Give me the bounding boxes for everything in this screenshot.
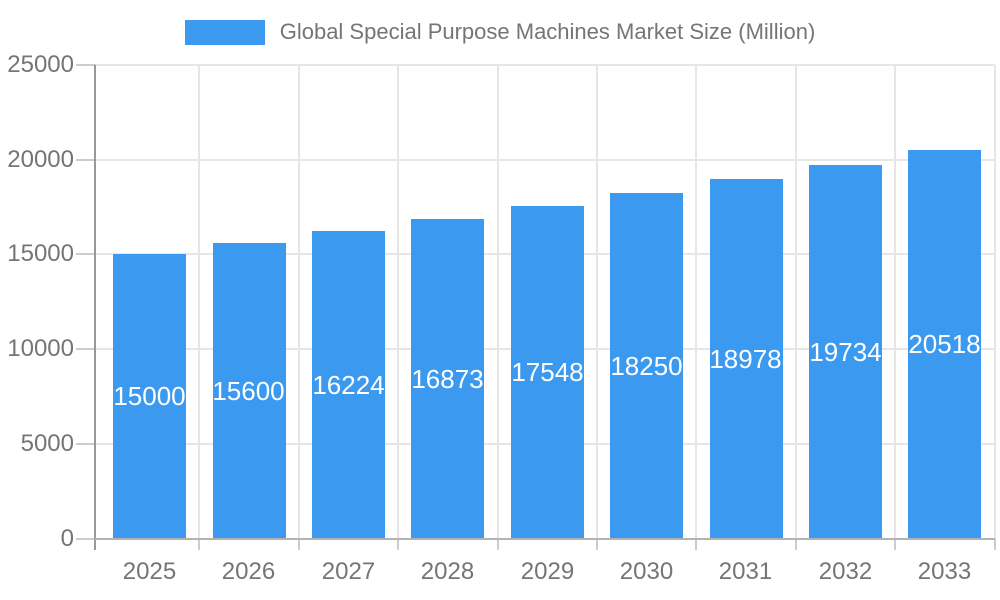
x-baseline [95,538,995,540]
bar-2027[interactable] [312,231,385,538]
x-axis-label: 2026 [221,558,276,585]
x-tick [795,539,797,550]
bar-value-label: 15600 [212,376,285,406]
chart-legend[interactable]: Global Special Purpose Machines Market S… [0,19,1000,45]
x-axis-label: 2025 [122,558,177,585]
x-tick [596,539,598,550]
x-gridline [795,65,797,539]
bar-value-label: 15000 [113,381,186,411]
y-axis-label: 5000 [20,430,74,457]
x-tick [695,539,697,550]
y-tick [76,348,96,350]
x-tick [994,539,996,550]
x-gridline [695,65,697,539]
x-tick [894,539,896,550]
x-gridline [497,65,499,539]
bar-2032[interactable] [809,165,882,539]
bar-2025[interactable] [113,254,186,538]
bar-2028[interactable] [411,219,484,539]
x-axis-label: 2033 [917,558,972,585]
x-tick [198,539,200,550]
y-axis-label: 20000 [7,146,74,173]
bar-2029[interactable] [511,206,584,538]
y-axis-label: 0 [60,525,74,552]
x-gridline [298,65,300,539]
x-gridline [198,65,200,539]
bar-value-label: 20518 [908,329,981,359]
x-tick [497,539,499,550]
y-gridline [96,159,995,161]
bar-2033[interactable] [908,150,981,539]
y-tick [76,538,96,540]
x-axis-label: 2032 [818,558,873,585]
y-axis-label: 25000 [7,51,74,78]
bar-2030[interactable] [610,193,683,539]
y-tick [76,253,96,255]
y-tick [76,159,96,161]
y-tick [76,64,96,66]
x-gridline [894,65,896,539]
bar-value-label: 18978 [709,344,782,374]
bar-value-label: 17548 [511,357,584,387]
x-tick [397,539,399,550]
y-axis-label: 10000 [7,335,74,362]
bar-value-label: 16224 [312,370,385,400]
bar-value-label: 16873 [411,364,484,394]
y-axis-line [94,65,96,550]
x-gridline [596,65,598,539]
bar-value-label: 18250 [610,351,683,381]
bar-2026[interactable] [213,243,286,538]
bar-value-label: 19734 [809,337,882,367]
x-axis-label: 2031 [718,558,773,585]
x-gridline [994,65,996,539]
x-gridline [397,65,399,539]
x-axis-label: 2029 [520,558,575,585]
y-gridline [96,64,995,66]
legend-series-label: Global Special Purpose Machines Market S… [279,19,816,44]
x-tick [298,539,300,550]
y-tick [76,443,96,445]
bar-2031[interactable] [710,179,783,538]
legend-swatch [184,19,265,45]
x-axis-label: 2028 [420,558,475,585]
x-axis-label: 2027 [321,558,376,585]
y-axis-label: 15000 [7,240,74,267]
x-axis-label: 2030 [619,558,674,585]
